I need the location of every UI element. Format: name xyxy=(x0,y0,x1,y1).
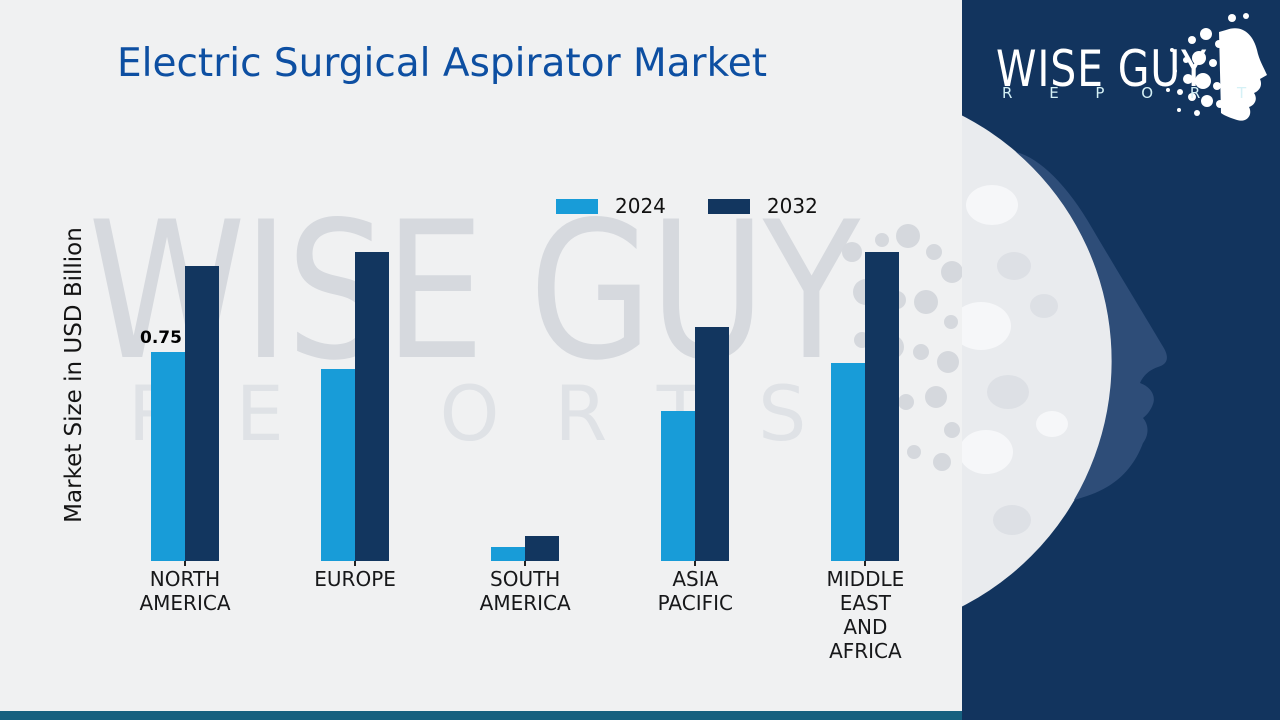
legend: 2024 2032 xyxy=(556,194,818,218)
brand-panel xyxy=(962,0,1280,720)
category-label-north-america: NORTH AMERICA xyxy=(139,567,231,615)
legend-item-2032: 2032 xyxy=(707,194,818,218)
logo-brand-text: WISE GUY xyxy=(996,40,1207,98)
logo-reports-text: R E P O R T S xyxy=(1002,84,1280,102)
bottom-accent-bar xyxy=(0,711,962,720)
x-tick-middle-east-and-africa xyxy=(864,561,867,566)
category-label-south-america: SOUTH AMERICA xyxy=(479,567,571,615)
category-label-europe: EUROPE xyxy=(314,567,396,591)
circle-texture xyxy=(962,185,1068,535)
bar-2024-north-america xyxy=(151,352,185,561)
x-tick-south-america xyxy=(524,561,527,566)
bar-2024-middle-east-and-africa xyxy=(831,363,866,561)
bar-2032-europe xyxy=(355,252,390,561)
legend-swatch-2032 xyxy=(707,198,750,214)
category-label-asia-pacific: ASIA PACIFIC xyxy=(657,567,733,615)
face-profile-silhouette xyxy=(1016,152,1167,500)
bar-2024-asia-pacific xyxy=(661,411,696,561)
bar-value-label-2024-north-america: 0.75 xyxy=(140,328,182,348)
bar-2024-europe xyxy=(321,369,356,561)
bar-2032-asia-pacific xyxy=(695,327,730,561)
legend-item-2024: 2024 xyxy=(556,194,666,218)
legend-label-2032: 2032 xyxy=(766,194,818,218)
x-tick-asia-pacific xyxy=(694,561,697,566)
bar-2032-middle-east-and-africa xyxy=(865,252,900,561)
x-tick-north-america xyxy=(184,561,186,566)
bar-2032-north-america xyxy=(185,266,219,561)
panel-circle-cutout xyxy=(962,115,1112,607)
legend-swatch-2024 xyxy=(556,198,598,214)
x-tick-europe xyxy=(354,561,357,566)
category-label-middle-east-and-africa: MIDDLE EAST AND AFRICA xyxy=(826,567,905,663)
bar-2032-south-america xyxy=(525,536,560,561)
logo-face-icon xyxy=(1166,13,1267,121)
bar-2024-south-america xyxy=(491,547,526,561)
chart-title: Electric Surgical Aspirator Market xyxy=(117,41,768,86)
legend-label-2024: 2024 xyxy=(615,194,666,218)
